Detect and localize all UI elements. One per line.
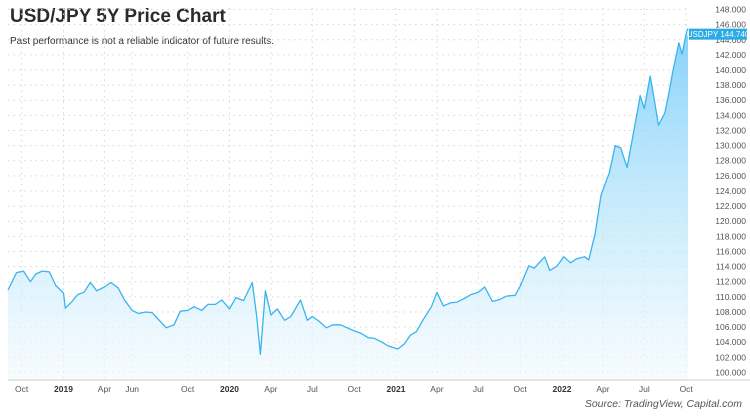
current-price-badge-bg: [689, 28, 747, 40]
y-tick-label: 144.000: [715, 35, 746, 45]
y-tick-label: 120.000: [715, 216, 746, 226]
y-tick-label: 134.000: [715, 110, 746, 120]
x-tick-label: Oct: [348, 384, 362, 394]
x-tick-label: 2019: [54, 384, 73, 394]
x-tick-label: Oct: [181, 384, 195, 394]
y-tick-label: 130.000: [715, 141, 746, 151]
x-tick-label: Oct: [514, 384, 528, 394]
y-tick-label: 110.000: [716, 292, 746, 302]
y-tick-label: 148.000: [715, 5, 746, 15]
x-tick-label: 2021: [387, 384, 406, 394]
y-tick-label: 146.000: [715, 20, 746, 30]
y-tick-label: 100.000: [715, 367, 746, 377]
x-tick-label: 2022: [553, 384, 572, 394]
y-axis: 148.000 146.000 144.000 142.000 140.000 138.0…: [715, 5, 746, 378]
price-line: [7, 28, 689, 355]
y-tick-label: 142.000: [715, 50, 746, 60]
current-price-label: USDJPY 144.740: [687, 30, 750, 39]
current-price-badge: USDJPY 144.740: [687, 28, 750, 40]
y-tick-label: 122.000: [715, 201, 746, 211]
x-tick-label: Jul: [307, 384, 318, 394]
y-tick-label: 126.000: [715, 171, 746, 181]
y-tick-label: 108.000: [715, 307, 746, 317]
chart-title: USD/JPY 5Y Price Chart: [10, 6, 226, 27]
x-tick-label: Apr: [596, 384, 609, 394]
x-tick-label: Apr: [98, 384, 111, 394]
x-axis: Oct 2019 Apr Jun Oct 2020 Apr Jul Oct 2021 Apr Jul O…: [15, 384, 693, 394]
price-area: [8, 28, 688, 381]
y-tick-label: 136.000: [715, 95, 746, 105]
x-tick-label: Apr: [430, 384, 443, 394]
y-tick-label: 114.000: [716, 262, 746, 272]
x-tick-label: 2020: [220, 384, 239, 394]
y-tick-label: 140.000: [715, 65, 746, 75]
x-tick-label: Oct: [680, 384, 694, 394]
y-tick-label: 124.000: [715, 186, 746, 196]
y-tick-label: 112.000: [716, 277, 746, 287]
x-tick-label: Jul: [639, 384, 650, 394]
y-tick-label: 106.000: [715, 322, 746, 332]
chart-disclaimer: Past performance is not a reliable indic…: [10, 36, 275, 47]
x-tick-label: Jul: [473, 384, 484, 394]
source-credit: Source: TradingView, Capital.com: [584, 398, 742, 410]
x-tick-label: Apr: [264, 384, 277, 394]
y-tick-label: 104.000: [715, 337, 746, 347]
y-tick-label: 116.000: [716, 246, 746, 256]
y-tick-label: 128.000: [715, 156, 746, 166]
x-tick-label: Oct: [15, 384, 29, 394]
y-tick-label: 132.000: [715, 125, 746, 135]
x-tick-label: Jun: [125, 384, 139, 394]
y-tick-label: 118.000: [716, 231, 746, 241]
y-tick-label: 102.000: [715, 352, 746, 362]
y-tick-label: 138.000: [715, 80, 746, 90]
